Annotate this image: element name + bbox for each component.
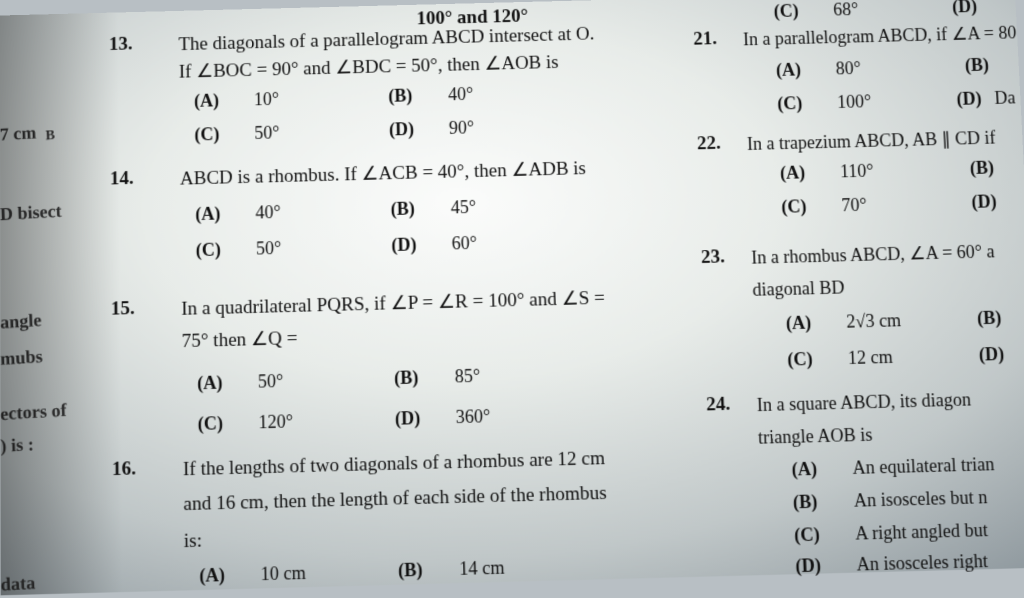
q23-num: 23. <box>701 246 726 269</box>
q13-c: 50° <box>254 122 279 143</box>
q15-d: 360° <box>455 406 490 428</box>
q14-d-label: (D) <box>391 234 417 256</box>
q21-b-label: (B) <box>964 55 989 76</box>
q13-a-label: (A) <box>194 90 219 111</box>
q22-a-label: (A) <box>780 162 806 184</box>
q15-a: 50° <box>258 371 284 393</box>
q22-c-label: (C) <box>781 196 807 218</box>
q24-line1: In a square ABCD, its diagon <box>756 387 971 417</box>
q23-c: 12 cm <box>847 347 893 369</box>
q23-line1: In a rhombus ABCD, ∠A = 60° a <box>751 239 995 270</box>
q13-a: 10° <box>254 89 279 110</box>
q14-line1: ABCD is a rhombus. If ∠ACB = 40°, then ∠… <box>180 156 586 192</box>
q24-num: 24. <box>706 394 731 417</box>
q22-c: 70° <box>841 195 867 217</box>
q14-c: 50° <box>256 238 282 260</box>
q14-a: 40° <box>255 202 281 224</box>
q16-a: 10 cm <box>260 562 306 585</box>
q16-line2: and 16 cm, then the length of each side … <box>183 480 607 517</box>
q21-a: 80° <box>835 58 861 79</box>
q13-c-label: (C) <box>194 124 219 145</box>
page-curl-shadow <box>0 12 123 595</box>
q23-a: 2√3 cm <box>846 310 902 333</box>
q24-a-label: (A) <box>791 459 817 481</box>
side-angle: angle <box>0 310 42 334</box>
q14-d: 60° <box>451 233 477 255</box>
q15-line1: In a quadrilateral PQRS, if ∠P = ∠R = 10… <box>181 286 605 323</box>
page: 100° and 120° (C) 68° (D) 7 cm B D bisec… <box>0 0 1024 595</box>
q15-line2: 75° then ∠Q = <box>182 326 298 355</box>
q23-d-label: (D) <box>978 344 1004 366</box>
q24-line2: triangle AOB is <box>758 422 873 450</box>
q14-num: 14. <box>110 168 134 191</box>
q14-b: 45° <box>451 197 477 219</box>
q22-line1: In a trapezium ABCD, AB ∥ CD if <box>747 126 996 157</box>
side-7cm: 7 cm <box>0 122 37 145</box>
q21-d: Da <box>994 88 1016 109</box>
q24-d: An isosceles right <box>856 551 988 576</box>
top-opt-c-label: (C) <box>773 1 799 22</box>
q21-d-label: (D) <box>956 88 982 109</box>
q22-num: 22. <box>697 133 721 155</box>
top-opt-d-label: (D) <box>952 0 978 17</box>
q23-c-label: (C) <box>787 349 813 371</box>
q13-num: 13. <box>109 34 133 56</box>
q15-d-label: (D) <box>395 408 421 430</box>
q22-a: 110° <box>840 161 874 183</box>
side-ectors: ectors of <box>0 400 67 425</box>
q23-line2: diagonal BD <box>752 275 845 302</box>
q16-b: 14 cm <box>459 557 505 580</box>
q15-c-label: (C) <box>198 413 224 435</box>
q13-d-label: (D) <box>389 119 414 140</box>
q22-b-label: (B) <box>969 157 994 178</box>
q13-d: 90° <box>449 117 475 138</box>
q16-num: 16. <box>112 458 136 481</box>
q24-c-label: (C) <box>794 524 820 546</box>
q13-b: 40° <box>448 84 474 105</box>
q24-c: A right angled but <box>855 520 989 545</box>
q14-a-label: (A) <box>195 204 220 226</box>
q24-b-label: (B) <box>793 491 818 513</box>
q24-b: An isosceles but n <box>853 487 987 512</box>
side-is: ) is : <box>0 434 34 457</box>
top-opt-c-val: 68° <box>833 0 859 20</box>
side-d-bisect: D bisect <box>0 201 62 226</box>
q16-line3: is: <box>184 528 203 555</box>
q21-line1: In a parallelogram ABCD, if ∠A = 80 <box>743 21 1017 52</box>
q24-d-label: (D) <box>795 555 821 577</box>
side-mubs: mubs <box>0 346 43 370</box>
q21-c-label: (C) <box>777 93 803 114</box>
q14-b-label: (B) <box>390 198 414 220</box>
q13-b-label: (B) <box>388 85 412 106</box>
q21-c: 100° <box>837 91 872 113</box>
q22-d-label: (D) <box>971 191 997 213</box>
q24-a: An equilateral trian <box>852 454 995 479</box>
q14-c-label: (C) <box>196 239 221 261</box>
q16-b-label: (B) <box>398 559 423 581</box>
q16-line1: If the lengths of two diagonals of a rho… <box>183 446 606 483</box>
q15-c: 120° <box>258 411 293 433</box>
q15-b: 85° <box>454 366 480 388</box>
q15-num: 15. <box>111 298 135 321</box>
q21-a-label: (A) <box>776 60 802 81</box>
q15-b-label: (B) <box>394 367 419 389</box>
side-B: B <box>45 128 55 144</box>
q23-a-label: (A) <box>786 312 812 334</box>
q15-a-label: (A) <box>197 372 223 394</box>
q21-num: 21. <box>693 28 717 50</box>
q23-b-label: (B) <box>977 307 1002 329</box>
